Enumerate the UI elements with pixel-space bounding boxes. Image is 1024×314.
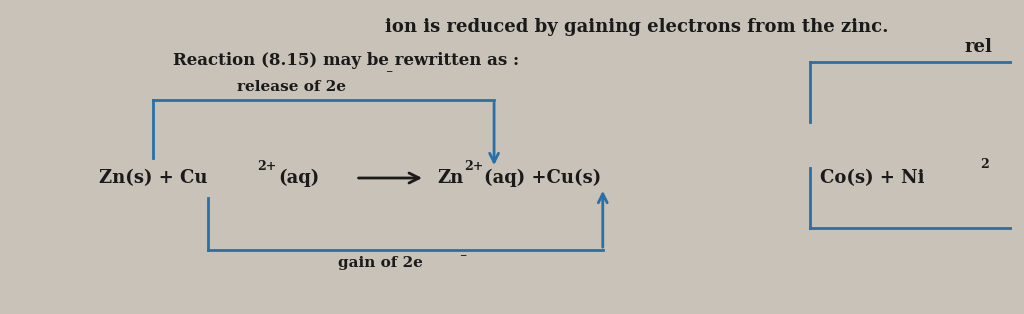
Text: 2+: 2+ [257,160,276,172]
Text: rel: rel [965,38,992,56]
Text: ⁻: ⁻ [460,252,467,266]
Text: (aq): (aq) [279,169,319,187]
Text: Reaction (8.15) may be rewritten as :: Reaction (8.15) may be rewritten as : [173,52,519,69]
Text: Zn(s) + Cu: Zn(s) + Cu [98,169,207,187]
Text: (aq) +Cu(s): (aq) +Cu(s) [484,169,601,187]
Text: 2: 2 [980,158,989,171]
Text: Co(s) + Ni: Co(s) + Ni [820,169,925,187]
Text: Zn: Zn [437,169,464,187]
Text: ion is reduced by gaining electrons from the zinc.: ion is reduced by gaining electrons from… [385,18,889,36]
Text: 2+: 2+ [465,160,483,172]
Text: gain of 2e: gain of 2e [338,256,423,270]
Text: release of 2e: release of 2e [237,80,346,94]
Text: ⁻: ⁻ [385,68,393,82]
